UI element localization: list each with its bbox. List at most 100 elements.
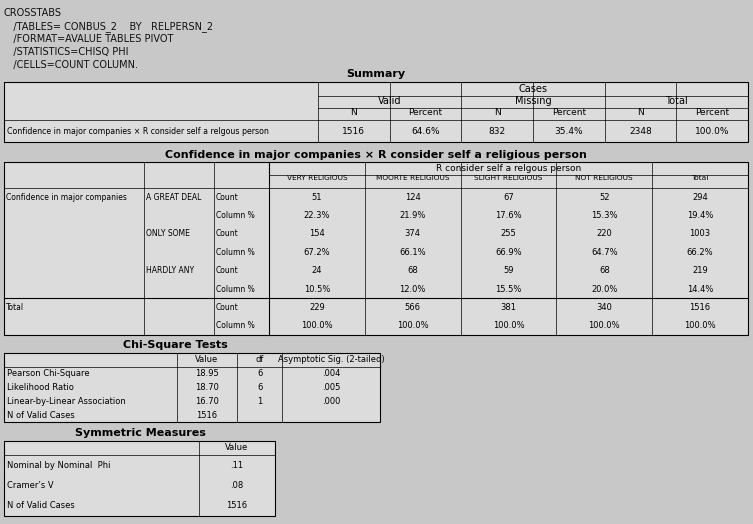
Text: 1516: 1516	[343, 126, 365, 136]
Text: 20.0%: 20.0%	[591, 285, 617, 293]
Text: SLIGHT RELIGIOUS: SLIGHT RELIGIOUS	[474, 175, 543, 181]
Text: Symmetric Measures: Symmetric Measures	[75, 428, 206, 438]
Text: Confidence in major companies × R consider self a religious person: Confidence in major companies × R consid…	[165, 150, 587, 160]
Text: 100.0%: 100.0%	[301, 321, 333, 330]
Text: 66.2%: 66.2%	[687, 248, 713, 257]
Text: N: N	[494, 108, 501, 117]
Text: Total: Total	[665, 96, 687, 106]
Text: df: df	[255, 355, 264, 364]
Text: 100.0%: 100.0%	[492, 321, 524, 330]
Text: Value: Value	[196, 355, 218, 364]
Text: Percent: Percent	[408, 108, 443, 117]
Text: Column %: Column %	[216, 248, 255, 257]
Text: Count: Count	[216, 193, 239, 202]
Text: .000: .000	[322, 397, 340, 406]
Text: 18.70: 18.70	[195, 383, 219, 392]
Bar	[4, 441, 275, 516]
Text: Missing: Missing	[515, 96, 551, 106]
Text: 6: 6	[257, 383, 262, 392]
Text: 12.0%: 12.0%	[400, 285, 426, 293]
Text: 229: 229	[309, 303, 325, 312]
Text: NOT RELIGIOUS: NOT RELIGIOUS	[575, 175, 633, 181]
Text: 340: 340	[596, 303, 612, 312]
Text: 17.6%: 17.6%	[495, 211, 522, 220]
Text: HARDLY ANY: HARDLY ANY	[146, 266, 194, 275]
Text: 832: 832	[489, 126, 506, 136]
Text: N: N	[350, 108, 357, 117]
Text: CROSSTABS: CROSSTABS	[4, 8, 62, 18]
Text: 15.3%: 15.3%	[591, 211, 617, 220]
Text: 100.0%: 100.0%	[695, 126, 730, 136]
Text: Nominal by Nominal  Phi: Nominal by Nominal Phi	[7, 461, 111, 470]
Text: .004: .004	[322, 369, 340, 378]
Text: Confidence in major companies × R consider self a relgous person: Confidence in major companies × R consid…	[7, 126, 269, 136]
Text: 220: 220	[596, 230, 612, 238]
Text: 64.6%: 64.6%	[411, 126, 440, 136]
Text: A GREAT DEAL: A GREAT DEAL	[146, 193, 201, 202]
Bar	[4, 162, 748, 335]
Text: 19.4%: 19.4%	[687, 211, 713, 220]
Text: 18.95: 18.95	[195, 369, 219, 378]
Text: /STATISTICS=CHISQ PHI: /STATISTICS=CHISQ PHI	[4, 47, 129, 57]
Text: Column %: Column %	[216, 211, 255, 220]
Text: 100.0%: 100.0%	[684, 321, 716, 330]
Text: 64.7%: 64.7%	[591, 248, 617, 257]
Text: Cramer’s V: Cramer’s V	[7, 481, 53, 490]
Text: 52: 52	[599, 193, 609, 202]
Text: 100.0%: 100.0%	[397, 321, 428, 330]
Text: 6: 6	[257, 369, 262, 378]
Text: 59: 59	[503, 266, 514, 275]
Bar	[4, 353, 380, 422]
Text: 124: 124	[405, 193, 421, 202]
Text: Linear-by-Linear Association: Linear-by-Linear Association	[7, 397, 126, 406]
Text: 1516: 1516	[690, 303, 711, 312]
Text: Total: Total	[6, 303, 24, 312]
Text: 100.0%: 100.0%	[589, 321, 620, 330]
Text: Summary: Summary	[346, 69, 406, 79]
Text: Chi-Square Tests: Chi-Square Tests	[123, 340, 227, 350]
Text: Cases: Cases	[519, 84, 547, 94]
Text: 2348: 2348	[629, 126, 652, 136]
Text: 566: 566	[404, 303, 421, 312]
Text: 66.9%: 66.9%	[495, 248, 522, 257]
Text: N of Valid Cases: N of Valid Cases	[7, 501, 75, 510]
Text: 15.5%: 15.5%	[495, 285, 522, 293]
Text: 16.70: 16.70	[195, 397, 219, 406]
Text: Count: Count	[216, 266, 239, 275]
Text: R consider self a relgous person: R consider self a relgous person	[436, 164, 581, 173]
Text: 154: 154	[309, 230, 325, 238]
Text: VERY RELIGIOUS: VERY RELIGIOUS	[287, 175, 347, 181]
Text: 255: 255	[501, 230, 517, 238]
Text: Likelihood Ratio: Likelihood Ratio	[7, 383, 74, 392]
Text: /CELLS=COUNT COLUMN.: /CELLS=COUNT COLUMN.	[4, 60, 138, 70]
Text: 10.5%: 10.5%	[303, 285, 330, 293]
Text: /TABLES= CONBUS_2    BY   RELPERSN_2: /TABLES= CONBUS_2 BY RELPERSN_2	[4, 21, 213, 32]
Text: Column %: Column %	[216, 285, 255, 293]
Text: Asymptotic Sig. (2-tailed): Asymptotic Sig. (2-tailed)	[278, 355, 385, 364]
Text: Pearson Chi-Square: Pearson Chi-Square	[7, 369, 90, 378]
Text: 294: 294	[692, 193, 708, 202]
Text: Count: Count	[216, 303, 239, 312]
Text: Column %: Column %	[216, 321, 255, 330]
Text: .11: .11	[230, 461, 244, 470]
Text: Total: Total	[691, 175, 709, 181]
Text: 1003: 1003	[690, 230, 711, 238]
Text: /FORMAT=AVALUE TABLES PIVOT: /FORMAT=AVALUE TABLES PIVOT	[4, 34, 173, 44]
Text: 1516: 1516	[227, 501, 248, 510]
Text: Percent: Percent	[552, 108, 586, 117]
Text: Count: Count	[216, 230, 239, 238]
Bar	[4, 82, 748, 142]
Text: Percent: Percent	[695, 108, 729, 117]
Text: 68: 68	[599, 266, 610, 275]
Text: 374: 374	[404, 230, 421, 238]
Text: N: N	[637, 108, 644, 117]
Text: 68: 68	[407, 266, 418, 275]
Text: 51: 51	[312, 193, 322, 202]
Text: 35.4%: 35.4%	[554, 126, 583, 136]
Text: 14.4%: 14.4%	[687, 285, 713, 293]
Text: MOORTE RELIGIOUS: MOORTE RELIGIOUS	[376, 175, 450, 181]
Text: 219: 219	[692, 266, 708, 275]
Text: N of Valid Cases: N of Valid Cases	[7, 411, 75, 420]
Text: .005: .005	[322, 383, 340, 392]
Text: 22.3%: 22.3%	[303, 211, 330, 220]
